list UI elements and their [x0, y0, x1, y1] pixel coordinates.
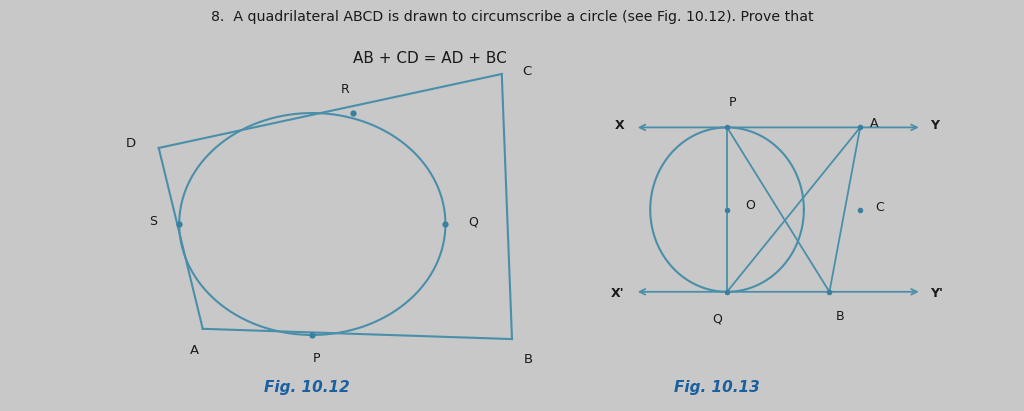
Text: 8.  A quadrilateral ABCD is drawn to circumscribe a circle (see Fig. 10.12). Pro: 8. A quadrilateral ABCD is drawn to circ… [211, 10, 813, 24]
Text: P: P [728, 96, 736, 109]
Text: Fig. 10.13: Fig. 10.13 [674, 380, 760, 395]
Text: S: S [148, 215, 157, 229]
Text: B: B [836, 310, 844, 323]
Text: Q: Q [468, 215, 478, 229]
Text: X': X' [611, 287, 625, 300]
Text: B: B [524, 353, 532, 367]
Text: Fig. 10.12: Fig. 10.12 [264, 380, 350, 395]
Text: R: R [341, 83, 349, 96]
Text: C: C [876, 201, 885, 214]
Text: O: O [745, 199, 756, 212]
Text: D: D [126, 137, 136, 150]
Text: A: A [190, 344, 199, 358]
Text: Q: Q [712, 312, 722, 326]
Text: C: C [522, 65, 531, 79]
Text: AB + CD = AD + BC: AB + CD = AD + BC [353, 51, 507, 66]
Text: Y': Y' [930, 287, 943, 300]
Text: P: P [312, 352, 321, 365]
Text: A: A [870, 117, 879, 130]
Text: X: X [615, 119, 625, 132]
Text: Y: Y [930, 119, 939, 132]
